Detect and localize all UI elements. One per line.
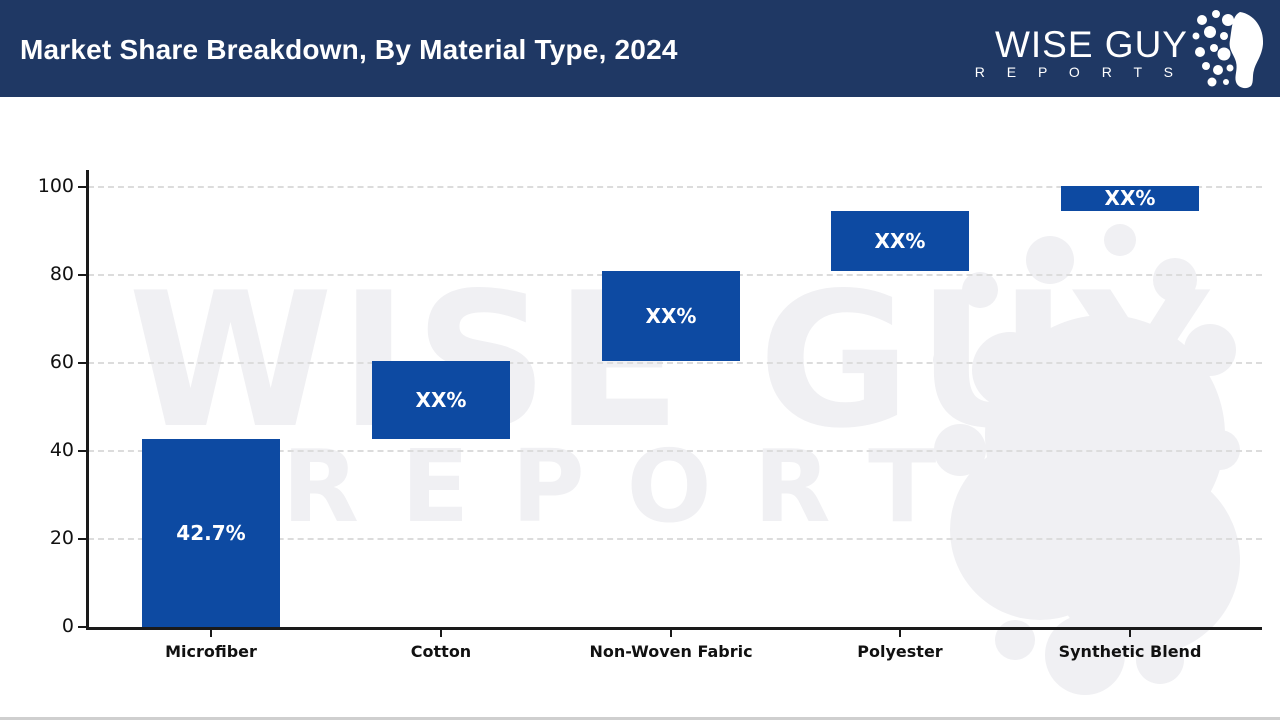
y-tick-0 [78,626,86,628]
bar-value-label-synthetic-blend: XX% [1104,186,1156,211]
brand-logo-tagline: R E P O R T S [974,64,1182,80]
y-tick-60 [78,362,86,364]
header-bar: Market Share Breakdown, By Material Type… [0,0,1280,97]
x-tick-non-woven-fabric [670,630,672,637]
y-tick-label-40: 40 [49,439,74,461]
gridline-40 [88,450,1262,452]
y-tick-40 [78,450,86,452]
y-tick-label-60: 60 [49,351,74,373]
y-tick-label-80: 80 [49,263,74,285]
bottom-border [0,717,1280,720]
y-tick-label-20: 20 [49,527,74,549]
gridline-20 [88,538,1262,540]
brand-logo-head-icon [1192,10,1264,89]
gridline-100 [88,186,1262,188]
x-tick-cotton [440,630,442,637]
x-axis [86,627,1262,630]
x-tick-label-synthetic-blend: Synthetic Blend [1058,642,1202,661]
bar-value-label-non-woven-fabric: XX% [645,303,697,328]
y-tick-100 [78,186,86,188]
bar-non-woven-fabric: XX% [602,271,740,361]
y-tick-20 [78,538,86,540]
y-tick-label-0: 0 [61,615,74,637]
bar-cotton: XX% [372,360,510,440]
x-tick-label-cotton: Cotton [410,642,472,661]
bar-microfiber: 42.7% [142,439,280,627]
x-tick-polyester [899,630,901,637]
bar-value-label-polyester: XX% [874,229,926,254]
x-tick-label-polyester: Polyester [857,642,943,661]
bar-value-label-cotton: XX% [415,387,467,412]
gridline-60 [88,362,1262,364]
bar-polyester: XX% [831,211,969,272]
brand-logo-name: WISE GUY [994,24,1188,65]
page-title: Market Share Breakdown, By Material Type… [20,34,678,65]
x-tick-synthetic-blend [1129,630,1131,637]
bar-synthetic-blend: XX% [1061,185,1199,212]
y-axis [86,170,89,630]
brand-logo: WISE GUY R E P O R T S [975,0,1266,97]
bar-value-label-microfiber: 42.7% [176,521,246,546]
x-tick-label-microfiber: Microfiber [165,642,257,661]
watermark-reports: REPORTS [282,428,1093,545]
x-tick-label-non-woven-fabric: Non-Woven Fabric [589,642,753,661]
y-tick-80 [78,274,86,276]
x-tick-microfiber [210,630,212,637]
y-tick-label-100: 100 [37,175,74,197]
